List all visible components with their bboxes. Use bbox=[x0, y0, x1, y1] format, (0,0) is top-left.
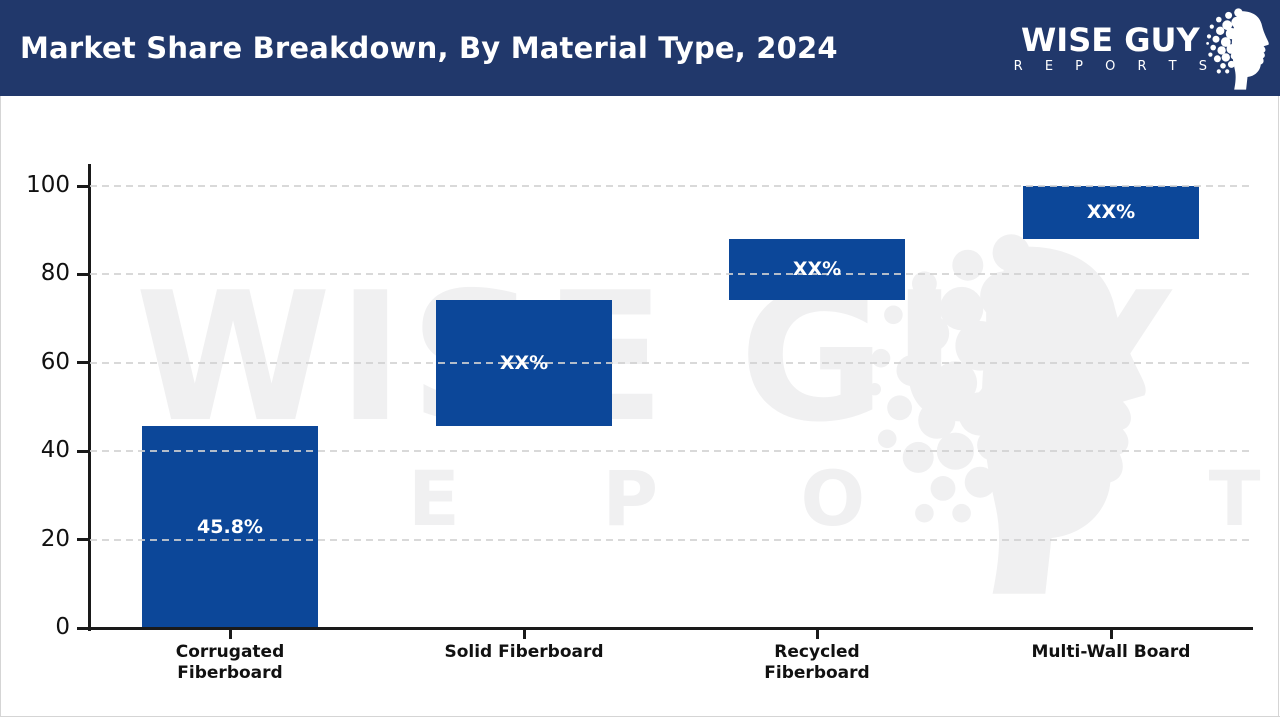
frame-right-edge bbox=[1278, 96, 1279, 717]
logo-text: WISE GUY R E P O R T S bbox=[1005, 22, 1216, 76]
frame-bottom-edge bbox=[0, 716, 1280, 717]
wise-guy-reports-logo: WISE GUY R E P O R T S bbox=[1005, 6, 1272, 92]
gridline bbox=[90, 538, 1253, 541]
x-category-label: Corrugated Fiberboard bbox=[175, 642, 285, 683]
bar bbox=[1023, 186, 1199, 239]
x-tick-mark bbox=[522, 630, 526, 639]
gridline bbox=[90, 450, 1253, 453]
frame-left-edge bbox=[0, 96, 1, 717]
y-tick-label: 80 bbox=[40, 260, 70, 287]
bar-value-label: XX% bbox=[499, 351, 549, 374]
waterfall-chart: 0 20 40 60 80 100 45.8% Corrugated Fiberboard XX… bbox=[0, 96, 1280, 717]
x-category-label: Recycled Fiberboard bbox=[764, 642, 870, 683]
bar bbox=[729, 238, 905, 300]
y-tick-mark bbox=[77, 361, 88, 365]
y-tick-mark bbox=[77, 184, 88, 188]
x-tick-mark bbox=[815, 630, 819, 639]
logo-wordmark: WISE GUY bbox=[1020, 21, 1200, 59]
gridline bbox=[90, 273, 1253, 276]
y-tick-mark bbox=[77, 449, 88, 453]
logo-subtitle: R E P O R T S bbox=[1013, 59, 1216, 74]
x-tick-mark bbox=[1109, 630, 1113, 639]
dotted-head-icon bbox=[1206, 8, 1269, 90]
y-tick-label: 20 bbox=[40, 525, 70, 552]
y-tick-label: 0 bbox=[55, 614, 70, 640]
x-category-label: Solid Fiberboard bbox=[444, 642, 604, 662]
header-bar: Market Share Breakdown, By Material Type… bbox=[0, 0, 1280, 96]
y-tick-label: 40 bbox=[40, 437, 70, 464]
page-title: Market Share Breakdown, By Material Type… bbox=[20, 31, 838, 65]
x-category-label: Multi-Wall Board bbox=[1031, 642, 1191, 662]
y-tick-label: 100 bbox=[26, 172, 70, 198]
bar-value-label: XX% bbox=[1086, 201, 1136, 224]
x-axis-spine bbox=[88, 627, 1253, 630]
y-tick-mark bbox=[77, 626, 88, 630]
y-tick-mark bbox=[77, 272, 88, 276]
bar-value-label: XX% bbox=[792, 258, 842, 281]
y-axis-spine bbox=[88, 164, 91, 631]
y-tick-label: 60 bbox=[40, 348, 70, 375]
x-tick-mark bbox=[228, 630, 232, 639]
gridline bbox=[90, 361, 1253, 364]
y-tick-mark bbox=[77, 538, 88, 542]
gridline bbox=[90, 185, 1253, 187]
bar-value-label: 45.8% bbox=[197, 515, 263, 538]
bar bbox=[142, 425, 318, 628]
